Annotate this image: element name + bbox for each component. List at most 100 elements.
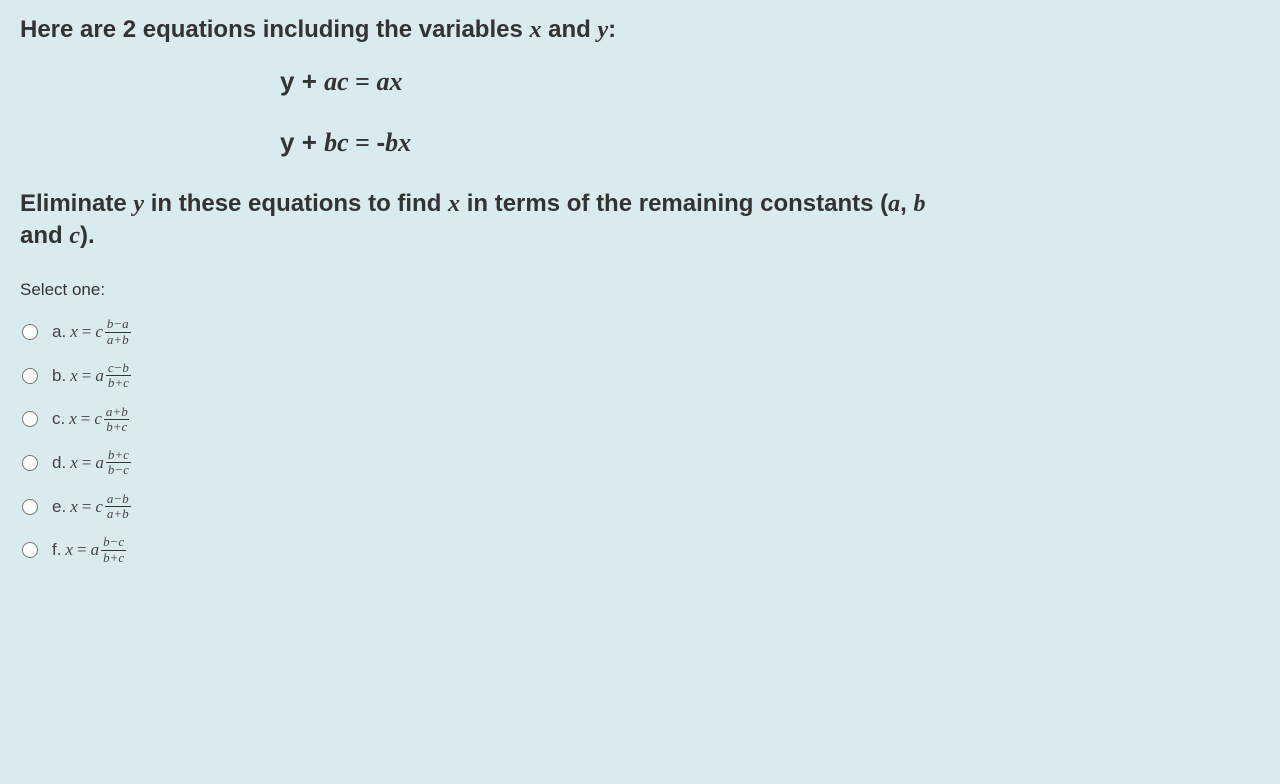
fraction-denominator: b+c	[104, 419, 129, 434]
option-letter: d.	[52, 453, 66, 473]
expr-fraction: c−bb+c	[106, 361, 131, 391]
eq2-rhs: bx	[385, 128, 411, 157]
option-label: a. x=cb−aa+b	[52, 317, 131, 347]
instr-p3: in terms of the remaining constants (	[460, 190, 888, 217]
eq2-plus: +	[294, 127, 324, 157]
option-label: b. x=ac−bb+c	[52, 361, 131, 391]
option-expression: x=ac−bb+c	[70, 361, 131, 391]
option-expression: x=ab−cb+c	[65, 535, 126, 565]
option-letter: c.	[52, 409, 65, 429]
option-expression: x=ca+bb+c	[69, 405, 129, 435]
option-row-b[interactable]: b. x=ac−bb+c	[20, 361, 1260, 391]
eq1-y: y	[280, 66, 294, 96]
instr-y: y	[133, 191, 144, 217]
fraction-numerator: a−b	[105, 492, 131, 506]
eq2-minus: -	[376, 127, 385, 157]
question-instruction: Eliminate y in these equations to find x…	[20, 188, 1260, 252]
instr-c: c	[69, 223, 80, 249]
expr-fraction: a+bb+c	[104, 405, 130, 435]
eq2-y: y	[280, 127, 294, 157]
instr-p2: in these equations to find	[144, 190, 448, 217]
option-radio-a[interactable]	[22, 324, 38, 340]
option-row-a[interactable]: a. x=cb−aa+b	[20, 317, 1260, 347]
equations-block: y + ac = ax y + bc = -bx	[280, 66, 1260, 158]
fraction-numerator: b−a	[105, 317, 131, 331]
expr-coef: c	[94, 409, 102, 429]
intro-colon: :	[608, 16, 616, 43]
expr-coef: a	[91, 540, 100, 560]
expr-equals: =	[81, 409, 91, 429]
instr-b: b	[913, 191, 925, 217]
option-radio-c[interactable]	[22, 411, 38, 427]
fraction-numerator: b+c	[106, 448, 131, 462]
expr-lhs: x	[70, 322, 78, 342]
expr-coef: a	[95, 366, 104, 386]
fraction-numerator: c−b	[106, 361, 131, 375]
expr-equals: =	[82, 366, 92, 386]
eq1-rhs: ax	[376, 67, 402, 96]
option-row-c[interactable]: c. x=ca+bb+c	[20, 405, 1260, 435]
expr-lhs: x	[70, 453, 78, 473]
eq1-plus: +	[294, 66, 324, 96]
expr-fraction: a−ba+b	[105, 492, 131, 522]
option-expression: x=ab+cb−c	[70, 448, 131, 478]
expr-fraction: b+cb−c	[106, 448, 131, 478]
expr-equals: =	[82, 453, 92, 473]
option-expression: x=cb−aa+b	[70, 317, 130, 347]
equation-1: y + ac = ax	[280, 66, 1260, 97]
fraction-denominator: b−c	[106, 462, 131, 477]
expr-lhs: x	[65, 540, 73, 560]
fraction-denominator: a+b	[105, 332, 131, 347]
equation-2: y + bc = -bx	[280, 127, 1260, 158]
option-label: c. x=ca+bb+c	[52, 405, 130, 435]
option-radio-f[interactable]	[22, 542, 38, 558]
option-radio-b[interactable]	[22, 368, 38, 384]
option-expression: x=ca−ba+b	[70, 492, 130, 522]
expr-lhs: x	[70, 497, 78, 517]
option-radio-d[interactable]	[22, 455, 38, 471]
intro-text: Here are 2 equations including the varia…	[20, 16, 530, 43]
expr-coef: c	[95, 497, 103, 517]
question-intro: Here are 2 equations including the varia…	[20, 16, 1260, 44]
instr-x: x	[448, 191, 460, 217]
option-letter: b.	[52, 366, 66, 386]
expr-fraction: b−aa+b	[105, 317, 131, 347]
eq2-lhs: bc	[324, 128, 349, 157]
expr-equals: =	[77, 540, 87, 560]
option-letter: e.	[52, 497, 66, 517]
eq1-eq: =	[349, 67, 377, 96]
options-list: a. x=cb−aa+bb. x=ac−bb+cc. x=ca+bb+cd. x…	[20, 310, 1260, 572]
expr-coef: c	[95, 322, 103, 342]
instr-end: ).	[80, 222, 95, 249]
option-row-d[interactable]: d. x=ab+cb−c	[20, 448, 1260, 478]
expr-coef: a	[95, 453, 104, 473]
var-y: y	[598, 17, 609, 43]
option-letter: a.	[52, 322, 66, 342]
expr-lhs: x	[70, 366, 78, 386]
var-x: x	[530, 17, 542, 43]
intro-and: and	[542, 16, 598, 43]
select-one-label: Select one:	[20, 280, 1260, 300]
instr-p1: Eliminate	[20, 190, 133, 217]
option-row-f[interactable]: f. x=ab−cb+c	[20, 535, 1260, 565]
fraction-numerator: b−c	[101, 535, 126, 549]
option-label: f. x=ab−cb+c	[52, 535, 126, 565]
option-row-e[interactable]: e. x=ca−ba+b	[20, 492, 1260, 522]
fraction-denominator: b+c	[106, 375, 131, 390]
instr-comma: ,	[900, 190, 913, 217]
fraction-numerator: a+b	[104, 405, 130, 419]
fraction-denominator: a+b	[105, 506, 131, 521]
expr-equals: =	[82, 497, 92, 517]
option-radio-e[interactable]	[22, 499, 38, 515]
option-label: d. x=ab+cb−c	[52, 448, 131, 478]
option-letter: f.	[52, 540, 61, 560]
instr-p4: and	[20, 222, 69, 249]
expr-fraction: b−cb+c	[101, 535, 126, 565]
fraction-denominator: b+c	[101, 550, 126, 565]
option-label: e. x=ca−ba+b	[52, 492, 131, 522]
eq2-eq: =	[349, 128, 377, 157]
expr-lhs: x	[69, 409, 77, 429]
eq1-lhs: ac	[324, 67, 349, 96]
instr-a: a	[888, 191, 900, 217]
expr-equals: =	[82, 322, 92, 342]
